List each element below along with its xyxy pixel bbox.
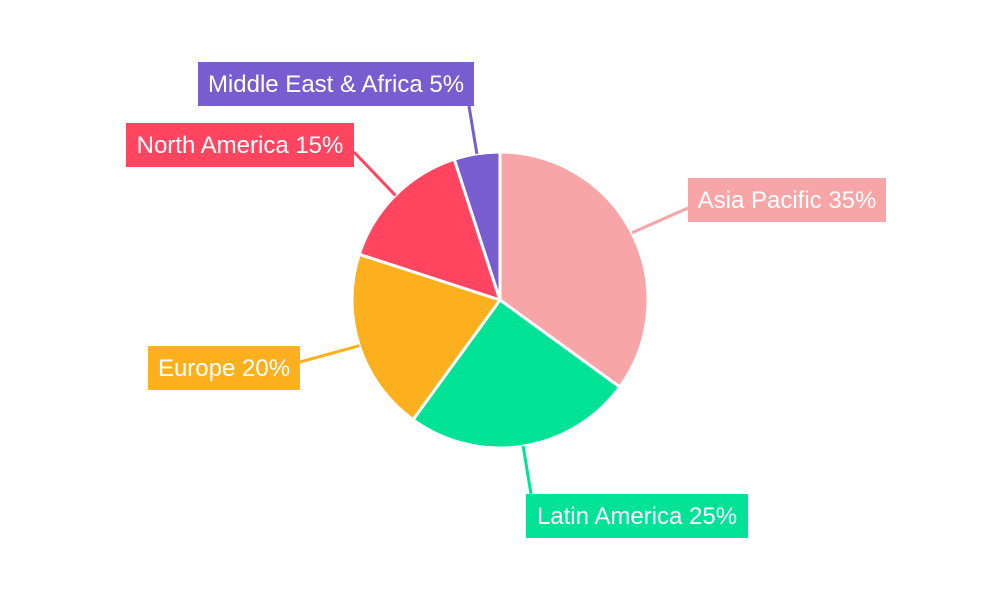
leader-line-europe (299, 344, 360, 364)
slice-label-text-latin-america: Latin America 25% (537, 503, 737, 530)
slices-layer (350, 150, 650, 450)
slice-label-asia-pacific: Asia Pacific 35% (688, 178, 886, 222)
slice-label-box-latin-america (526, 494, 748, 538)
leader-line-north-america (352, 150, 397, 197)
leader-line-middle-east-and-africa (467, 105, 479, 155)
slice-label-box-asia-pacific (688, 178, 886, 222)
leader-lines-layer (299, 105, 689, 495)
slice-label-box-north-america (126, 123, 354, 167)
leader-line-asia-pacific (631, 206, 689, 235)
slice-label-middle-east-and-africa: Middle East & Africa 5% (198, 62, 474, 106)
pie-slice-middle-east-and-africa[interactable] (452, 150, 502, 302)
pie-slice-latin-america[interactable] (411, 298, 622, 450)
leader-line-latin-america (521, 445, 533, 495)
labels-layer: Asia Pacific 35% Latin America 25% Europe … (126, 62, 886, 538)
pie-slice-europe[interactable] (350, 252, 502, 422)
slice-label-latin-america: Latin America 25% (526, 494, 748, 538)
slice-label-box-europe (148, 346, 300, 390)
slice-label-box-middle-east-and-africa (198, 62, 474, 106)
slice-label-text-europe: Europe 20% (158, 355, 290, 382)
pie-slice-asia-pacific[interactable] (498, 150, 650, 389)
slice-label-text-asia-pacific: Asia Pacific 35% (698, 187, 877, 214)
slice-label-north-america: North America 15% (126, 123, 354, 167)
slice-label-europe: Europe 20% (148, 346, 300, 390)
slice-label-text-north-america: North America 15% (137, 132, 344, 159)
slice-label-text-middle-east-and-africa: Middle East & Africa 5% (208, 71, 464, 98)
